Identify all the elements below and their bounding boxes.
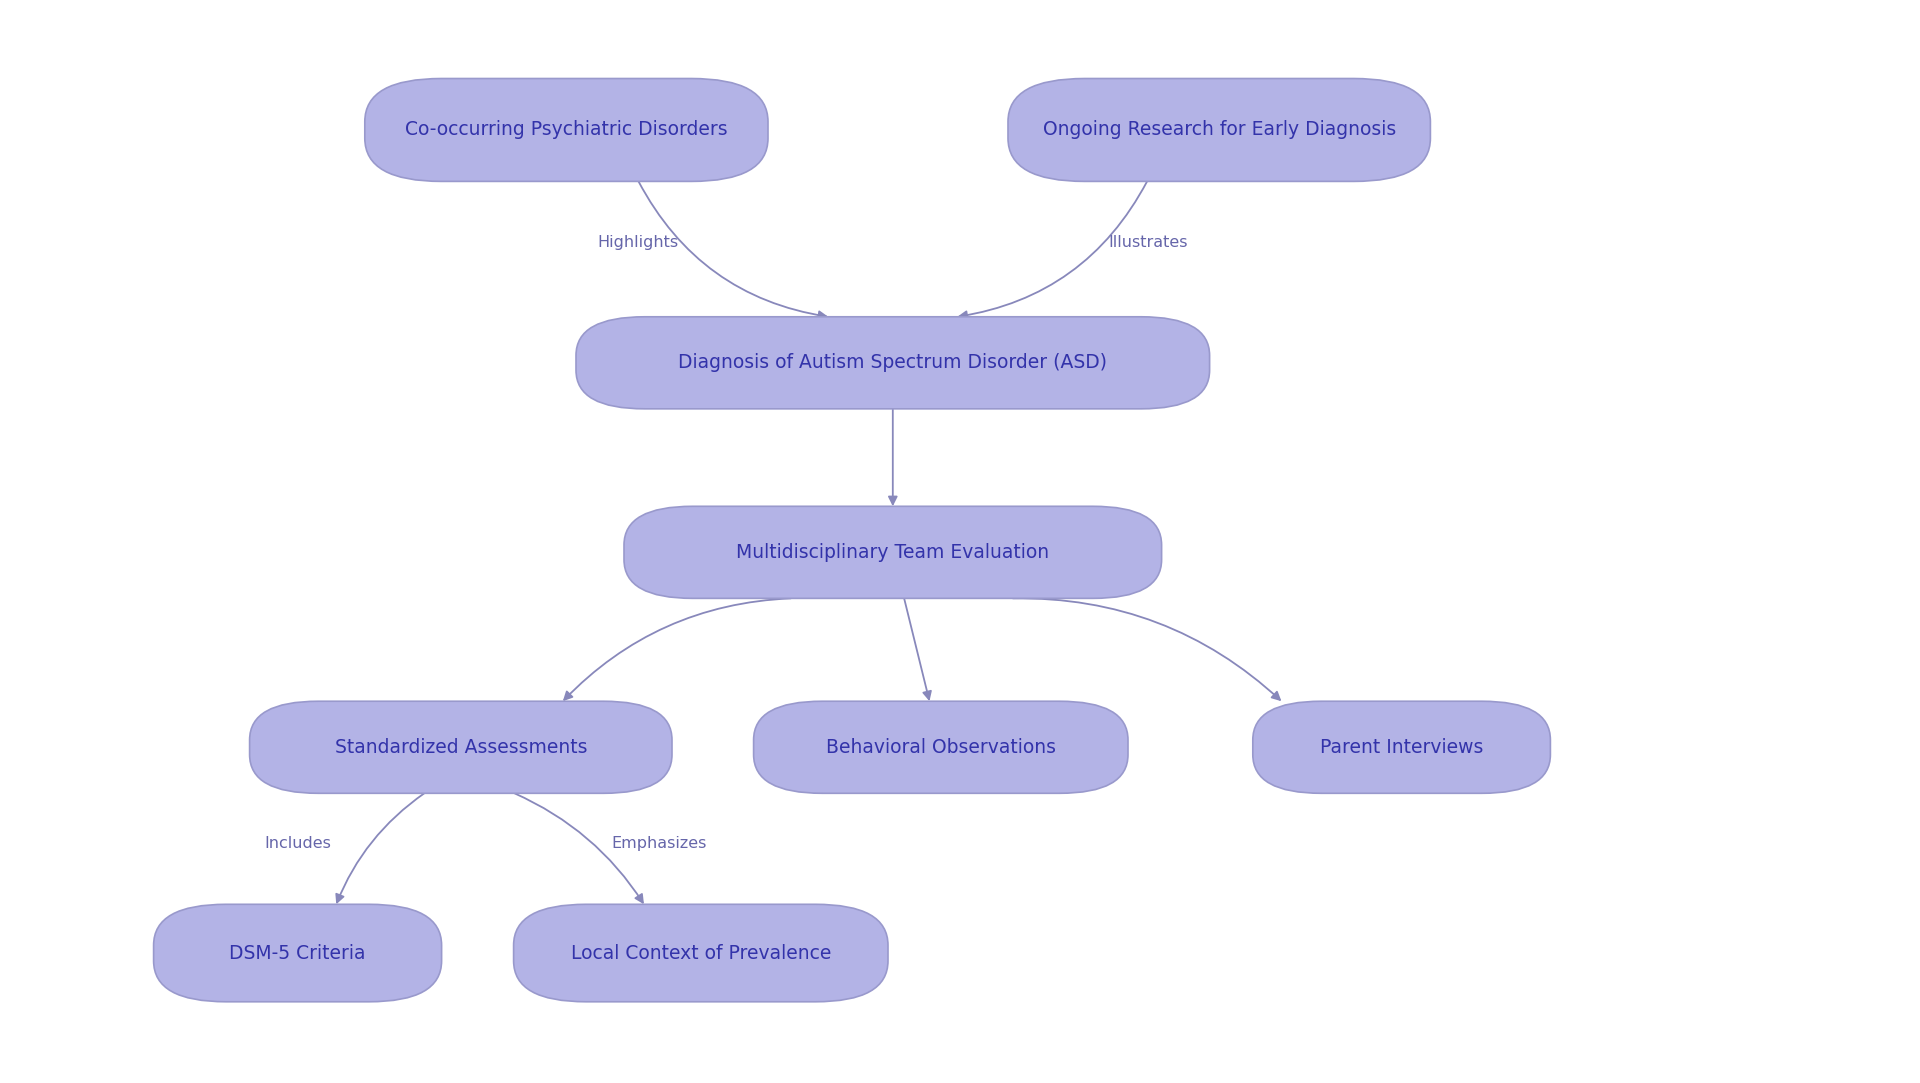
- Text: Behavioral Observations: Behavioral Observations: [826, 738, 1056, 757]
- FancyBboxPatch shape: [250, 702, 672, 793]
- Text: Ongoing Research for Early Diagnosis: Ongoing Research for Early Diagnosis: [1043, 120, 1396, 140]
- FancyBboxPatch shape: [513, 904, 887, 1002]
- Text: DSM-5 Criteria: DSM-5 Criteria: [228, 943, 367, 963]
- Text: Highlights: Highlights: [597, 235, 678, 250]
- FancyBboxPatch shape: [753, 702, 1127, 793]
- FancyBboxPatch shape: [365, 79, 768, 182]
- FancyBboxPatch shape: [1252, 702, 1551, 793]
- FancyBboxPatch shape: [1008, 79, 1430, 182]
- FancyBboxPatch shape: [154, 904, 442, 1002]
- Text: Multidisciplinary Team Evaluation: Multidisciplinary Team Evaluation: [735, 543, 1050, 562]
- Text: Diagnosis of Autism Spectrum Disorder (ASD): Diagnosis of Autism Spectrum Disorder (A…: [678, 353, 1108, 373]
- Text: Parent Interviews: Parent Interviews: [1319, 738, 1484, 757]
- Text: Co-occurring Psychiatric Disorders: Co-occurring Psychiatric Disorders: [405, 120, 728, 140]
- Text: Emphasizes: Emphasizes: [611, 836, 707, 851]
- Text: Standardized Assessments: Standardized Assessments: [334, 738, 588, 757]
- Text: Local Context of Prevalence: Local Context of Prevalence: [570, 943, 831, 963]
- Text: Includes: Includes: [265, 836, 332, 851]
- Text: Illustrates: Illustrates: [1108, 235, 1188, 250]
- FancyBboxPatch shape: [576, 317, 1210, 409]
- FancyBboxPatch shape: [624, 507, 1162, 598]
